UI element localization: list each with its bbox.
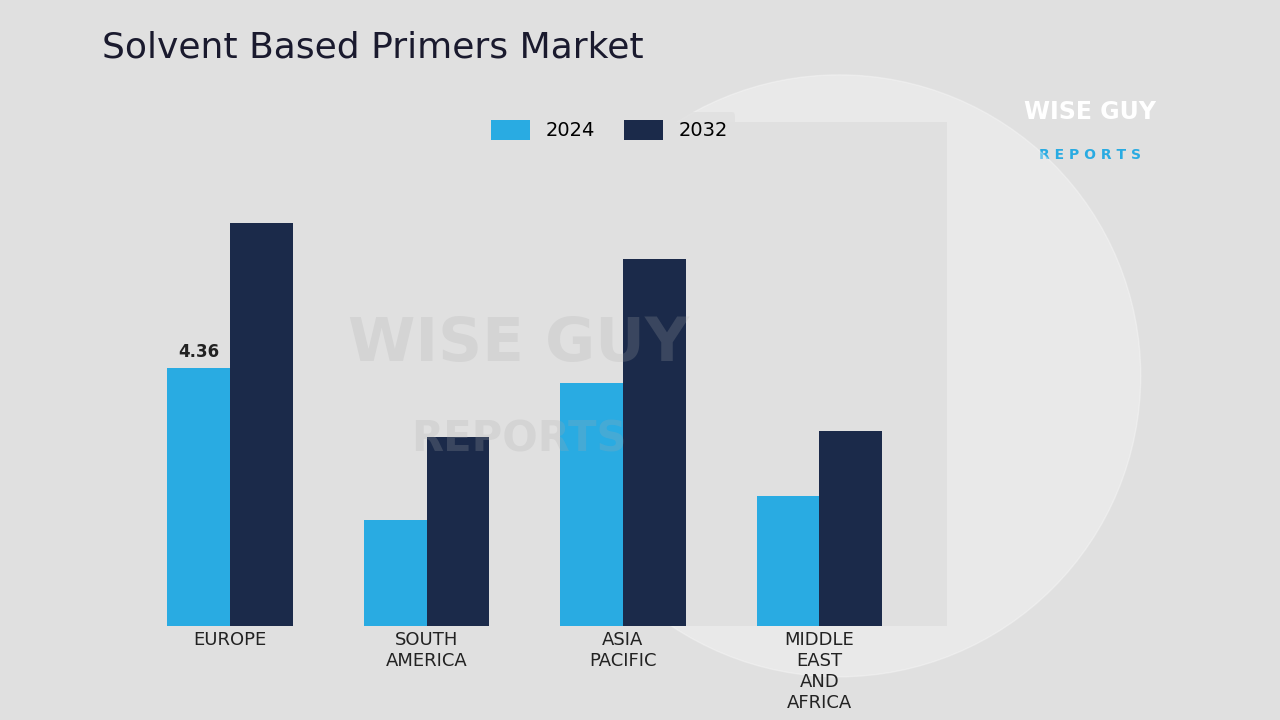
Text: REPORTS: REPORTS <box>411 419 626 461</box>
Bar <box>561 383 623 626</box>
Bar <box>426 436 489 626</box>
Text: R E P O R T S: R E P O R T S <box>1038 148 1140 162</box>
Text: 4.36: 4.36 <box>178 343 219 361</box>
Bar <box>168 368 230 626</box>
Bar <box>364 520 426 626</box>
Text: Solvent Based Primers Market: Solvent Based Primers Market <box>102 31 644 65</box>
Bar <box>230 223 293 626</box>
Bar <box>623 258 686 626</box>
Bar <box>819 431 882 626</box>
Text: WISE GUY: WISE GUY <box>348 315 689 374</box>
Legend: 2024, 2032: 2024, 2032 <box>483 112 736 148</box>
Bar <box>756 496 819 626</box>
Text: WISE GUY: WISE GUY <box>1024 99 1156 124</box>
Circle shape <box>538 75 1140 677</box>
